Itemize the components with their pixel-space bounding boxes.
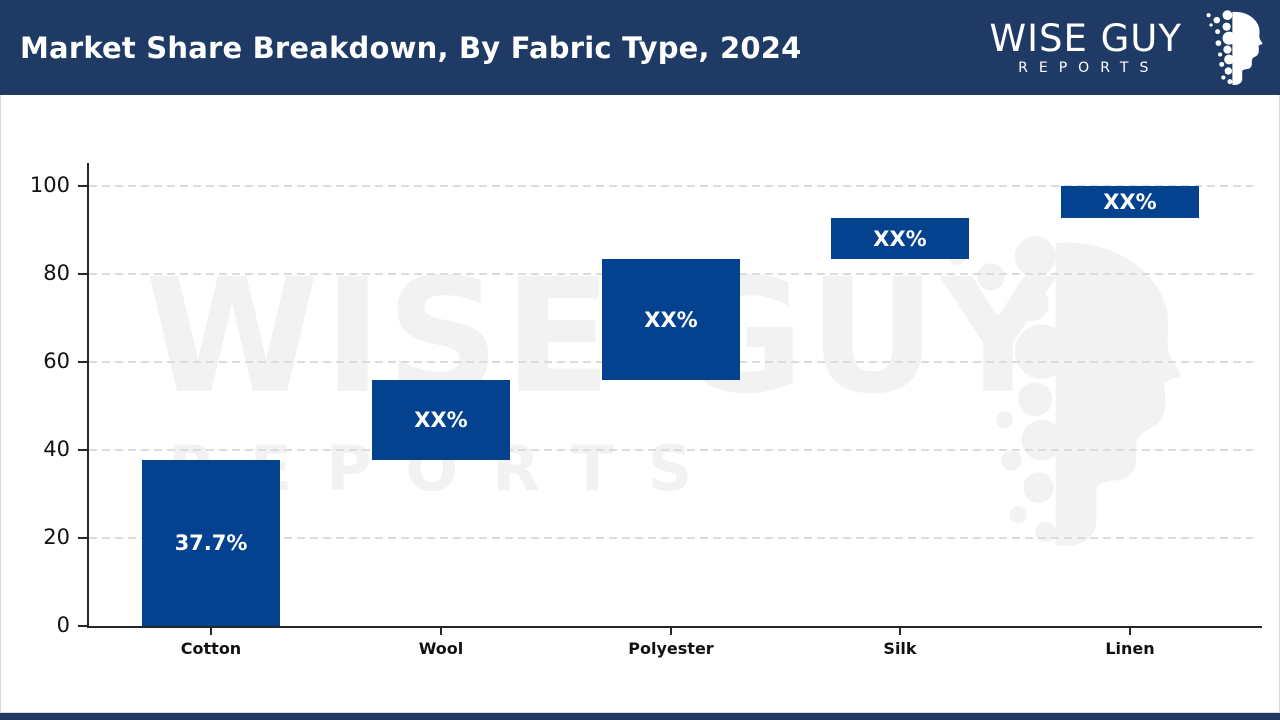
gridline-100 (89, 185, 1253, 187)
x-tick-label-wool: Wool (418, 639, 464, 658)
x-tick-label-polyester: Polyester (628, 639, 714, 658)
x-tick-label-silk: Silk (883, 639, 917, 658)
x-tickmark-cotton (210, 628, 212, 635)
watermark-wordmark: WISE GUY (145, 245, 1060, 429)
y-tickmark-60 (78, 361, 87, 363)
x-tickmark-wool (440, 628, 442, 635)
y-tick-label-80: 80 (43, 261, 70, 285)
y-tickmark-100 (78, 185, 87, 187)
y-tick-label-40: 40 (43, 437, 70, 461)
bar-silk: XX% (831, 218, 969, 260)
gridline-20 (89, 537, 1253, 539)
x-tickmark-silk (899, 628, 901, 635)
footer-bar (0, 713, 1280, 720)
x-tickmark-polyester (670, 628, 672, 635)
bar-cotton: 37.7% (142, 460, 280, 626)
y-tick-label-0: 0 (56, 613, 70, 637)
bar-label-silk: XX% (873, 226, 927, 251)
x-tick-label-cotton: Cotton (180, 639, 242, 658)
x-tick-label-linen: Linen (1105, 639, 1155, 658)
y-tickmark-40 (78, 449, 87, 451)
page-title: Market Share Breakdown, By Fabric Type, … (20, 30, 802, 65)
logo-head-icon (1206, 9, 1263, 85)
wise-guy-logo: WISE GUY REPORTS (990, 5, 1280, 91)
y-tickmark-0 (78, 625, 87, 627)
bar-linen: XX% (1061, 186, 1199, 219)
bottom-hairline (0, 712, 1280, 713)
y-tickmark-80 (78, 273, 87, 275)
bar-label-cotton: 37.7% (174, 531, 248, 556)
bar-label-linen: XX% (1103, 190, 1157, 215)
logo-text: WISE GUY REPORTS (990, 20, 1182, 76)
logo-wordmark: WISE GUY (989, 16, 1182, 60)
y-axis-spine (87, 163, 89, 628)
logo-subtitle: REPORTS (1018, 59, 1160, 76)
bar-label-wool: XX% (414, 408, 468, 433)
header-bar: Market Share Breakdown, By Fabric Type, … (0, 0, 1280, 95)
bar-label-polyester: XX% (644, 307, 698, 332)
bar-polyester: XX% (602, 259, 740, 381)
bar-wool: XX% (372, 380, 510, 461)
gridline-40 (89, 449, 1253, 451)
x-axis-spine (87, 626, 1262, 628)
y-tickmark-20 (78, 537, 87, 539)
y-tick-label-20: 20 (43, 525, 70, 549)
y-tick-label-100: 100 (29, 173, 70, 197)
y-tick-label-60: 60 (43, 349, 70, 373)
x-tickmark-linen (1129, 628, 1131, 635)
